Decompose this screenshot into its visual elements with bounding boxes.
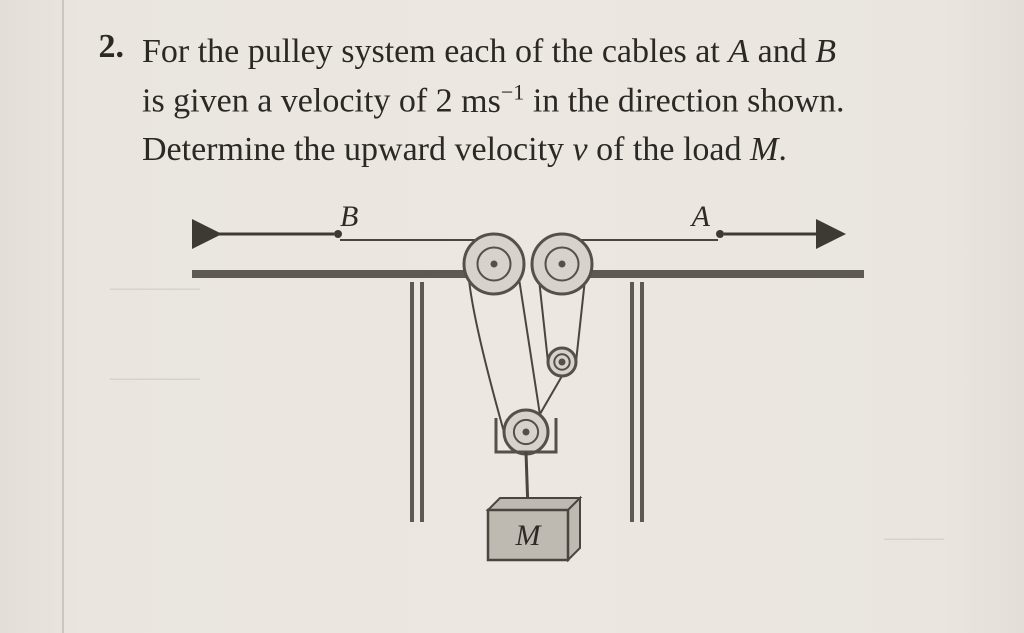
- cable-B-vert2: [518, 272, 542, 428]
- var-v: v: [573, 131, 588, 168]
- margin-rule: [62, 0, 64, 633]
- bleed-text: ——: [884, 520, 944, 554]
- link: [540, 376, 562, 414]
- text-frag: and: [749, 33, 815, 70]
- left-surface: [192, 270, 482, 278]
- page: 2. For the pulley system each of the cab…: [0, 0, 1024, 633]
- text-frag: .: [778, 131, 787, 168]
- unit-exp: −1: [501, 79, 525, 104]
- problem-number: 2.: [82, 28, 124, 174]
- pulley-A-axle: [559, 261, 566, 268]
- pulley-diagram: M B A: [164, 192, 884, 572]
- pulley-small-axle: [559, 359, 566, 366]
- label-M: M: [515, 519, 543, 552]
- text-frag: of the load: [588, 131, 750, 168]
- velocity-value: 2: [436, 83, 453, 120]
- figure: M B A: [164, 192, 884, 572]
- label-B-inline: B: [815, 33, 836, 70]
- label-M-inline: M: [750, 131, 778, 168]
- unit-base: ms: [461, 83, 501, 120]
- pulley-B-axle: [491, 261, 498, 268]
- text-frag: For the pulley system each of the cables…: [142, 33, 728, 70]
- velocity-unit: ms−1: [461, 83, 524, 120]
- label-A: A: [690, 200, 711, 233]
- block-side: [568, 498, 580, 560]
- text-frag: Determine the upward velocity: [142, 131, 573, 168]
- label-A-inline: A: [728, 33, 749, 70]
- block-top: [488, 498, 580, 510]
- label-B: B: [340, 200, 358, 233]
- text-frag: is given a velocity of: [142, 83, 436, 120]
- arrow-A-dot: [716, 230, 724, 238]
- text-frag: in the direction shown.: [524, 83, 844, 120]
- problem-block: 2. For the pulley system each of the cab…: [82, 28, 966, 174]
- pulley-bottom-axle: [523, 429, 530, 436]
- right-surface: [574, 270, 864, 278]
- problem-text: For the pulley system each of the cables…: [142, 28, 844, 174]
